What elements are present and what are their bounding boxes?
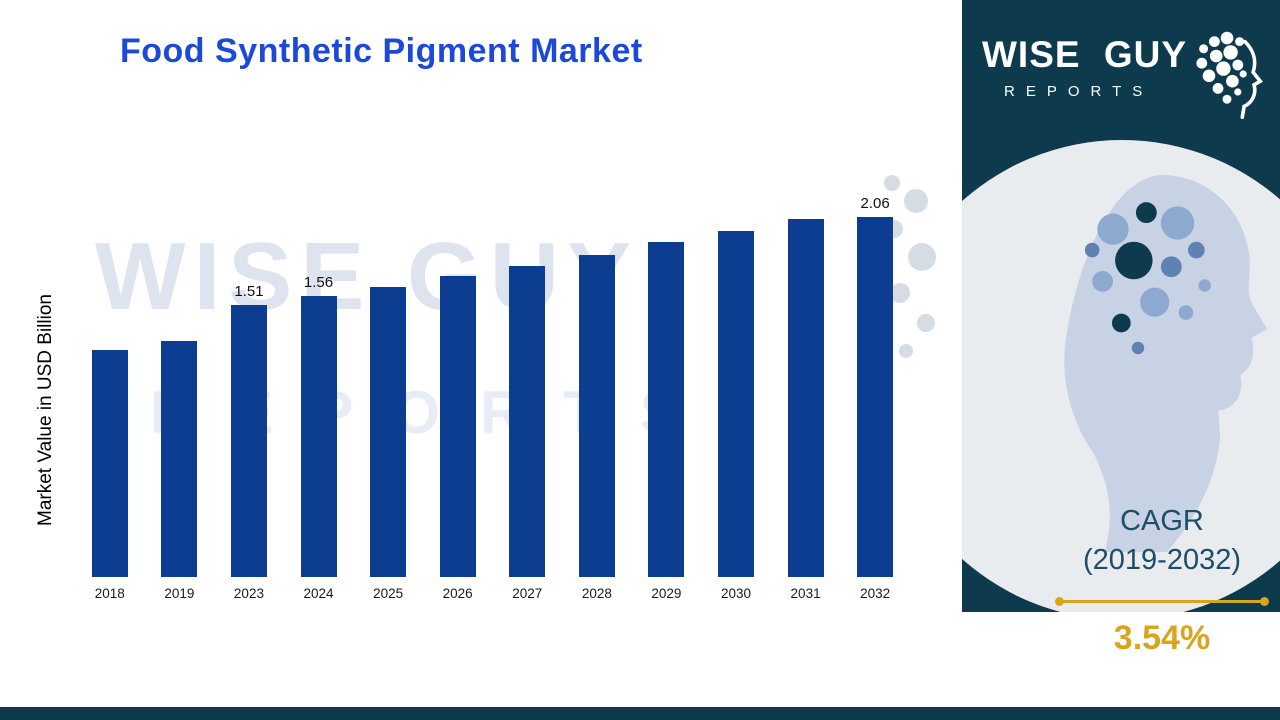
bar-2018 [91, 350, 128, 577]
brand-logo: WISE GUY REPORTS [982, 28, 1270, 120]
x-axis-label-2028: 2028 [581, 586, 612, 601]
y-axis-title: Market Value in USD Billion [35, 294, 56, 526]
x-axis-label-2018: 2018 [94, 586, 125, 601]
bar-2026 [439, 276, 476, 577]
bar-column [701, 195, 771, 577]
bar-2023 [230, 305, 267, 577]
bar-value-label: 2.06 [860, 195, 890, 212]
x-axis-label-2029: 2029 [651, 586, 682, 601]
cagr-block: CAGR (2019-2032) 3.54% [1055, 502, 1269, 658]
brand-logo-text: WISE GUY REPORTS [982, 34, 1187, 100]
bar-2032 [857, 217, 894, 577]
bar-column [353, 195, 423, 577]
bar-column [145, 195, 215, 577]
bottom-bar [0, 707, 1280, 720]
head-silhouette [1064, 175, 1268, 553]
bar-2031 [787, 219, 824, 577]
x-axis-label-2023: 2023 [233, 586, 264, 601]
bar-column [75, 195, 145, 577]
x-axis-label-2026: 2026 [442, 586, 473, 601]
cagr-title: CAGR [1120, 505, 1204, 537]
x-axis-label-2024: 2024 [303, 586, 334, 601]
x-axis-label-2032: 2032 [860, 586, 891, 601]
x-axis-label-2027: 2027 [512, 586, 543, 601]
bar-2019 [161, 341, 198, 577]
bar-column [562, 195, 632, 577]
x-axis-label-2031: 2031 [790, 586, 821, 601]
bar-column: 1.56 [284, 195, 354, 577]
bar-column: 2.06 [840, 195, 910, 577]
page-title: Food Synthetic Pigment Market [120, 32, 643, 70]
cagr-value: 3.54% [1113, 619, 1211, 657]
bar-column [492, 195, 562, 577]
brand-name: WISE GUY [982, 34, 1188, 75]
brand-panel: WISE GUY REPORTS [962, 0, 1280, 612]
bar-2027 [509, 266, 546, 577]
x-axis-label-2030: 2030 [720, 586, 752, 601]
bar-2028 [578, 255, 615, 577]
brand-subtitle: REPORTS [1004, 83, 1154, 100]
bar-2030 [717, 231, 754, 577]
cagr-label: CAGR (2019-2032) [1056, 502, 1268, 580]
bar-2029 [648, 242, 685, 577]
bars-area: 1.51 1.56 2.06 [75, 195, 910, 577]
bar-value-label: 1.51 [234, 283, 264, 300]
cagr-divider-line [1055, 597, 1269, 606]
bar-column [771, 195, 841, 577]
cagr-range: (2019-2032) [1083, 544, 1241, 576]
bar-2024 [300, 296, 337, 577]
bar-2025 [370, 287, 407, 577]
bar-value-label: 1.56 [303, 274, 334, 291]
x-axis-label-2019: 2019 [164, 586, 195, 601]
bar-column [632, 195, 702, 577]
decorative-dots [884, 175, 936, 358]
brand-head-icon [1196, 31, 1264, 119]
bar-chart: 1.51 1.56 2.06 2018 2019 2023 2024 2025 2026 202… [75, 195, 910, 601]
x-axis-labels: 2018 2019 2023 2024 2025 2026 2027 2028 2029 2030… [75, 586, 910, 601]
bar-column [423, 195, 493, 577]
x-axis-label-2025: 2025 [373, 586, 404, 601]
bar-column: 1.51 [214, 195, 284, 577]
